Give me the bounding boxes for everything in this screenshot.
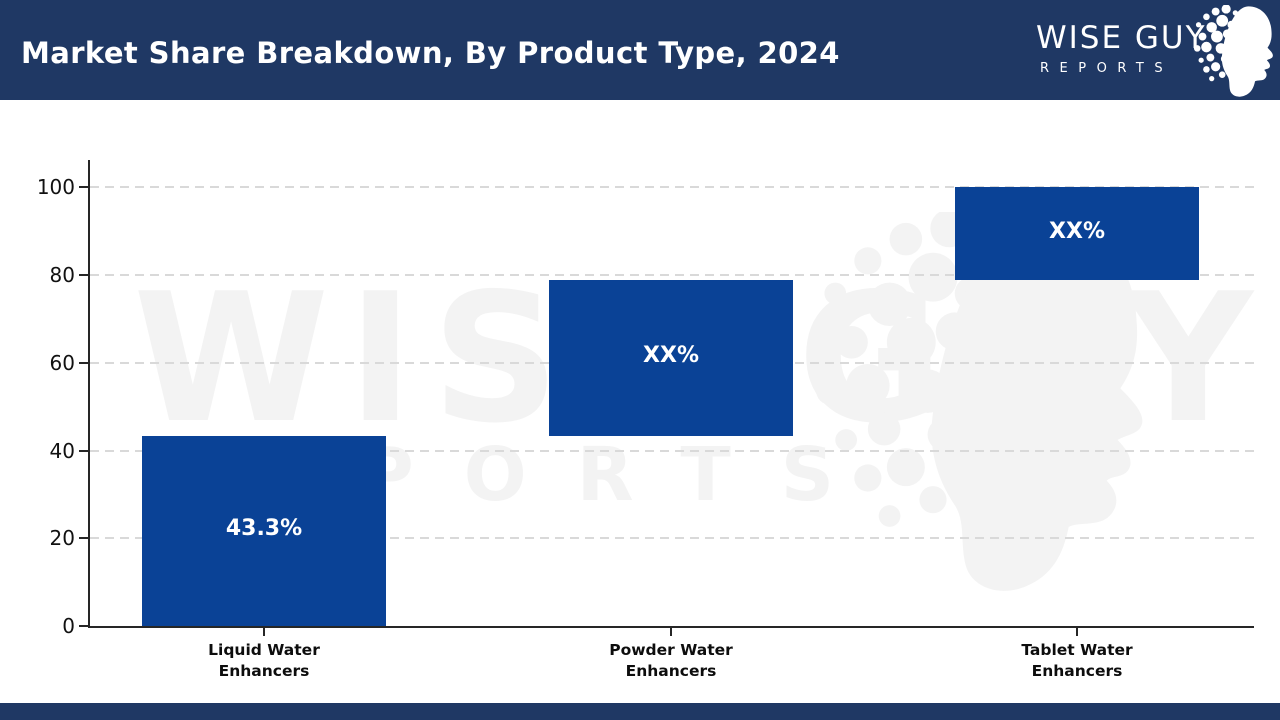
bar <box>549 280 793 437</box>
y-axis-tick <box>79 274 88 277</box>
bar-value-label: XX% <box>1049 218 1105 244</box>
page-title: Market Share Breakdown, By Product Type,… <box>21 36 840 70</box>
y-axis-tick <box>79 186 88 189</box>
x-category-label: Liquid Water Enhancers <box>208 641 320 680</box>
y-tick-label: 100 <box>36 175 75 200</box>
y-tick-label: 0 <box>62 614 75 638</box>
x-axis-tick <box>1076 628 1078 636</box>
brand-logo: WISE GUY REPORTS <box>1036 20 1207 76</box>
y-axis <box>88 160 90 628</box>
x-category-label: Powder Water Enhancers <box>609 641 733 680</box>
x-axis <box>88 626 1254 628</box>
y-axis-tick <box>79 625 88 627</box>
brand-name: WISE GUY <box>1036 20 1207 56</box>
bar <box>142 436 386 626</box>
bar <box>955 187 1199 281</box>
y-axis-tick <box>79 361 88 364</box>
y-tick-label: 40 <box>49 438 75 463</box>
y-axis-tick <box>79 449 88 452</box>
bar-value-label: 43.3% <box>225 516 303 542</box>
footer-bar <box>0 703 1280 720</box>
x-axis-tick <box>670 628 672 636</box>
brand-subtitle: REPORTS <box>1040 61 1174 76</box>
bar-value-label: XX% <box>643 343 699 369</box>
y-tick-label: 20 <box>49 526 75 551</box>
y-tick-label: 80 <box>49 263 75 288</box>
gridline <box>90 449 1254 452</box>
gridline <box>90 274 1254 277</box>
x-category-label: Tablet Water Enhancers <box>1021 641 1133 680</box>
brand-face-icon <box>1192 4 1280 97</box>
gridline <box>90 537 1254 540</box>
x-axis-tick <box>263 628 265 636</box>
gridline <box>90 186 1254 189</box>
y-axis-tick <box>79 537 88 540</box>
y-tick-label: 60 <box>49 350 75 375</box>
header-bar: Market Share Breakdown, By Product Type,… <box>0 0 1280 100</box>
